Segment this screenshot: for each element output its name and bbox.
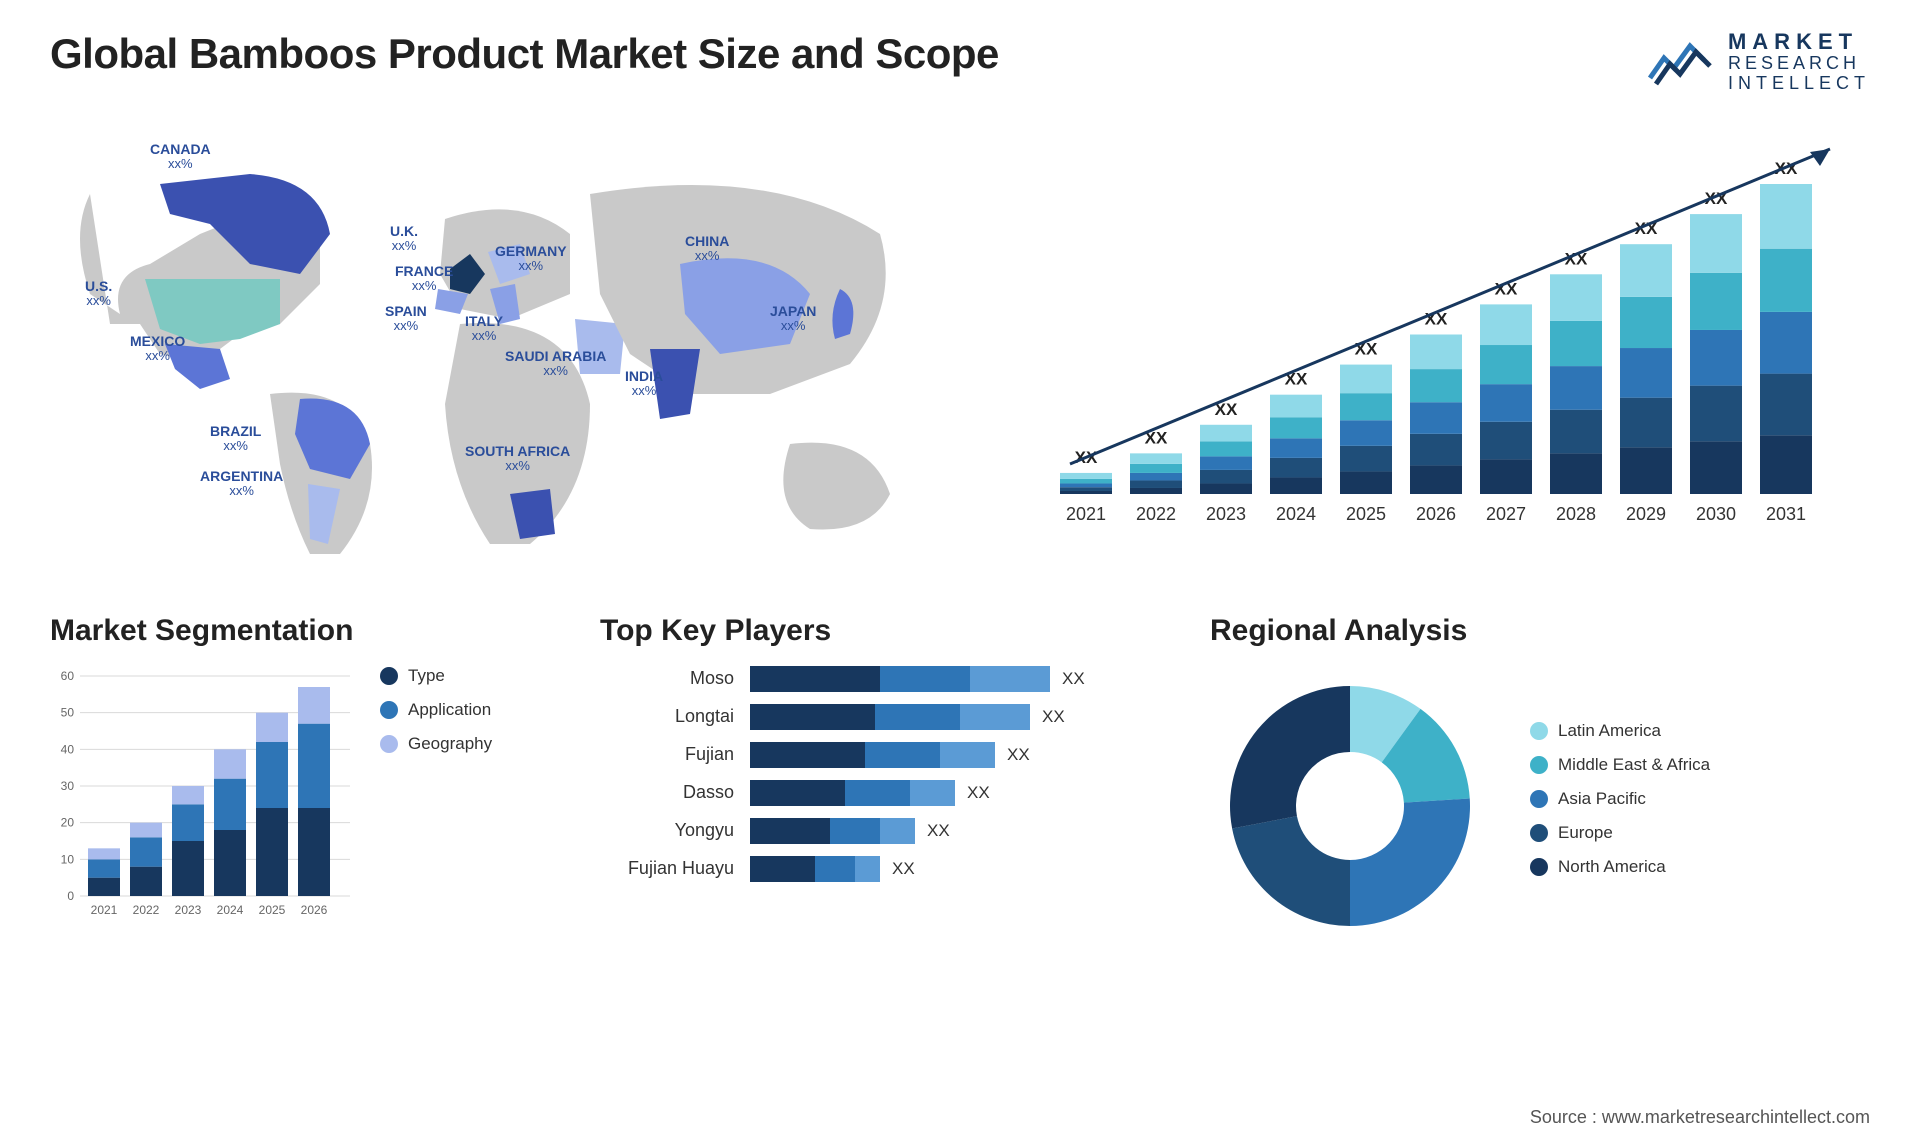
svg-text:20: 20: [61, 815, 75, 829]
map-label: CANADAxx%: [150, 142, 211, 172]
growth-chart: XX2021XX2022XX2023XX2024XX2025XX2026XX20…: [1030, 124, 1870, 544]
player-name: Moso: [600, 668, 750, 689]
svg-text:2024: 2024: [217, 903, 244, 917]
map-label: BRAZILxx%: [210, 424, 261, 454]
player-bar: [750, 856, 880, 882]
player-value: XX: [1042, 707, 1065, 727]
player-row: Fujian Huayu XX: [600, 856, 1160, 882]
logo-line2: RESEARCH: [1728, 54, 1870, 74]
brand-logo: MARKET RESEARCH INTELLECT: [1646, 30, 1870, 94]
map-label: MEXICOxx%: [130, 334, 185, 364]
map-label: CHINAxx%: [685, 234, 729, 264]
map-label: SAUDI ARABIAxx%: [505, 349, 606, 379]
source-attribution: Source : www.marketresearchintellect.com: [1530, 1107, 1870, 1128]
player-name: Fujian: [600, 744, 750, 765]
player-row: Dasso XX: [600, 780, 1160, 806]
segmentation-panel: Market Segmentation 0 10 20 30 40 50 60 2021 20…: [50, 614, 550, 946]
legend-item: Europe: [1530, 823, 1710, 843]
regional-legend: Latin America Middle East & Africa Asia Pa…: [1530, 721, 1710, 891]
player-value: XX: [967, 783, 990, 803]
svg-text:2024: 2024: [1276, 504, 1316, 524]
segmentation-title: Market Segmentation: [50, 614, 550, 648]
svg-text:2021: 2021: [91, 903, 118, 917]
world-map-panel: CANADAxx% U.S.xx% MEXICOxx% BRAZILxx% ARGENT…: [50, 124, 970, 564]
page-title: Global Bamboos Product Market Size and S…: [50, 30, 999, 78]
svg-text:2028: 2028: [1556, 504, 1596, 524]
legend-item: Asia Pacific: [1530, 789, 1710, 809]
player-bar: [750, 742, 995, 768]
svg-text:50: 50: [61, 705, 75, 719]
svg-text:60: 60: [61, 669, 75, 683]
player-name: Fujian Huayu: [600, 858, 750, 879]
legend-item: Geography: [380, 734, 492, 754]
svg-text:40: 40: [61, 742, 75, 756]
player-name: Longtai: [600, 706, 750, 727]
map-label: SOUTH AFRICAxx%: [465, 444, 570, 474]
svg-text:2025: 2025: [1346, 504, 1386, 524]
player-value: XX: [1062, 669, 1085, 689]
svg-text:0: 0: [67, 889, 74, 903]
svg-text:2027: 2027: [1486, 504, 1526, 524]
svg-text:2025: 2025: [259, 903, 286, 917]
map-label: JAPANxx%: [770, 304, 816, 334]
player-name: Yongyu: [600, 820, 750, 841]
svg-text:2022: 2022: [1136, 504, 1176, 524]
segmentation-chart: 0 10 20 30 40 50 60 2021 2022 2023 2024 2025 2026: [50, 666, 350, 926]
map-label: GERMANYxx%: [495, 244, 567, 274]
map-label: ITALYxx%: [465, 314, 503, 344]
svg-text:2021: 2021: [1066, 504, 1106, 524]
map-label: ARGENTINAxx%: [200, 469, 283, 499]
map-label: U.K.xx%: [390, 224, 418, 254]
map-label: INDIAxx%: [625, 369, 663, 399]
svg-text:2023: 2023: [175, 903, 202, 917]
map-label: U.S.xx%: [85, 279, 112, 309]
svg-text:2031: 2031: [1766, 504, 1806, 524]
logo-line3: INTELLECT: [1728, 74, 1870, 94]
legend-item: Latin America: [1530, 721, 1710, 741]
logo-icon: [1646, 34, 1716, 90]
player-bar: [750, 780, 955, 806]
player-row: Fujian XX: [600, 742, 1160, 768]
players-panel: Top Key Players MosoXXLongtaiXXFujianXXD…: [600, 614, 1160, 946]
player-row: Yongyu XX: [600, 818, 1160, 844]
svg-text:10: 10: [61, 852, 75, 866]
world-map: [50, 124, 970, 564]
legend-item: Middle East & Africa: [1530, 755, 1710, 775]
segmentation-legend: Type Application Geography: [380, 666, 492, 768]
player-bar: [750, 704, 1030, 730]
map-label: FRANCExx%: [395, 264, 453, 294]
svg-text:2023: 2023: [1206, 504, 1246, 524]
svg-text:2030: 2030: [1696, 504, 1736, 524]
svg-text:2029: 2029: [1626, 504, 1666, 524]
svg-text:2026: 2026: [1416, 504, 1456, 524]
regional-donut: [1210, 666, 1490, 946]
svg-text:2022: 2022: [133, 903, 160, 917]
player-bar: [750, 666, 1050, 692]
player-row: Longtai XX: [600, 704, 1160, 730]
logo-line1: MARKET: [1728, 30, 1870, 54]
regional-title: Regional Analysis: [1210, 614, 1870, 648]
svg-text:30: 30: [61, 779, 75, 793]
player-row: Moso XX: [600, 666, 1160, 692]
legend-item: Type: [380, 666, 492, 686]
legend-item: Application: [380, 700, 492, 720]
player-name: Dasso: [600, 782, 750, 803]
player-value: XX: [1007, 745, 1030, 765]
player-value: XX: [927, 821, 950, 841]
players-title: Top Key Players: [600, 614, 1160, 648]
map-label: SPAINxx%: [385, 304, 427, 334]
regional-panel: Regional Analysis Latin America Middle Ea…: [1210, 614, 1870, 946]
growth-chart-panel: XX2021XX2022XX2023XX2024XX2025XX2026XX20…: [1030, 124, 1870, 564]
svg-text:2026: 2026: [301, 903, 328, 917]
player-bar: [750, 818, 915, 844]
legend-item: North America: [1530, 857, 1710, 877]
player-value: XX: [892, 859, 915, 879]
